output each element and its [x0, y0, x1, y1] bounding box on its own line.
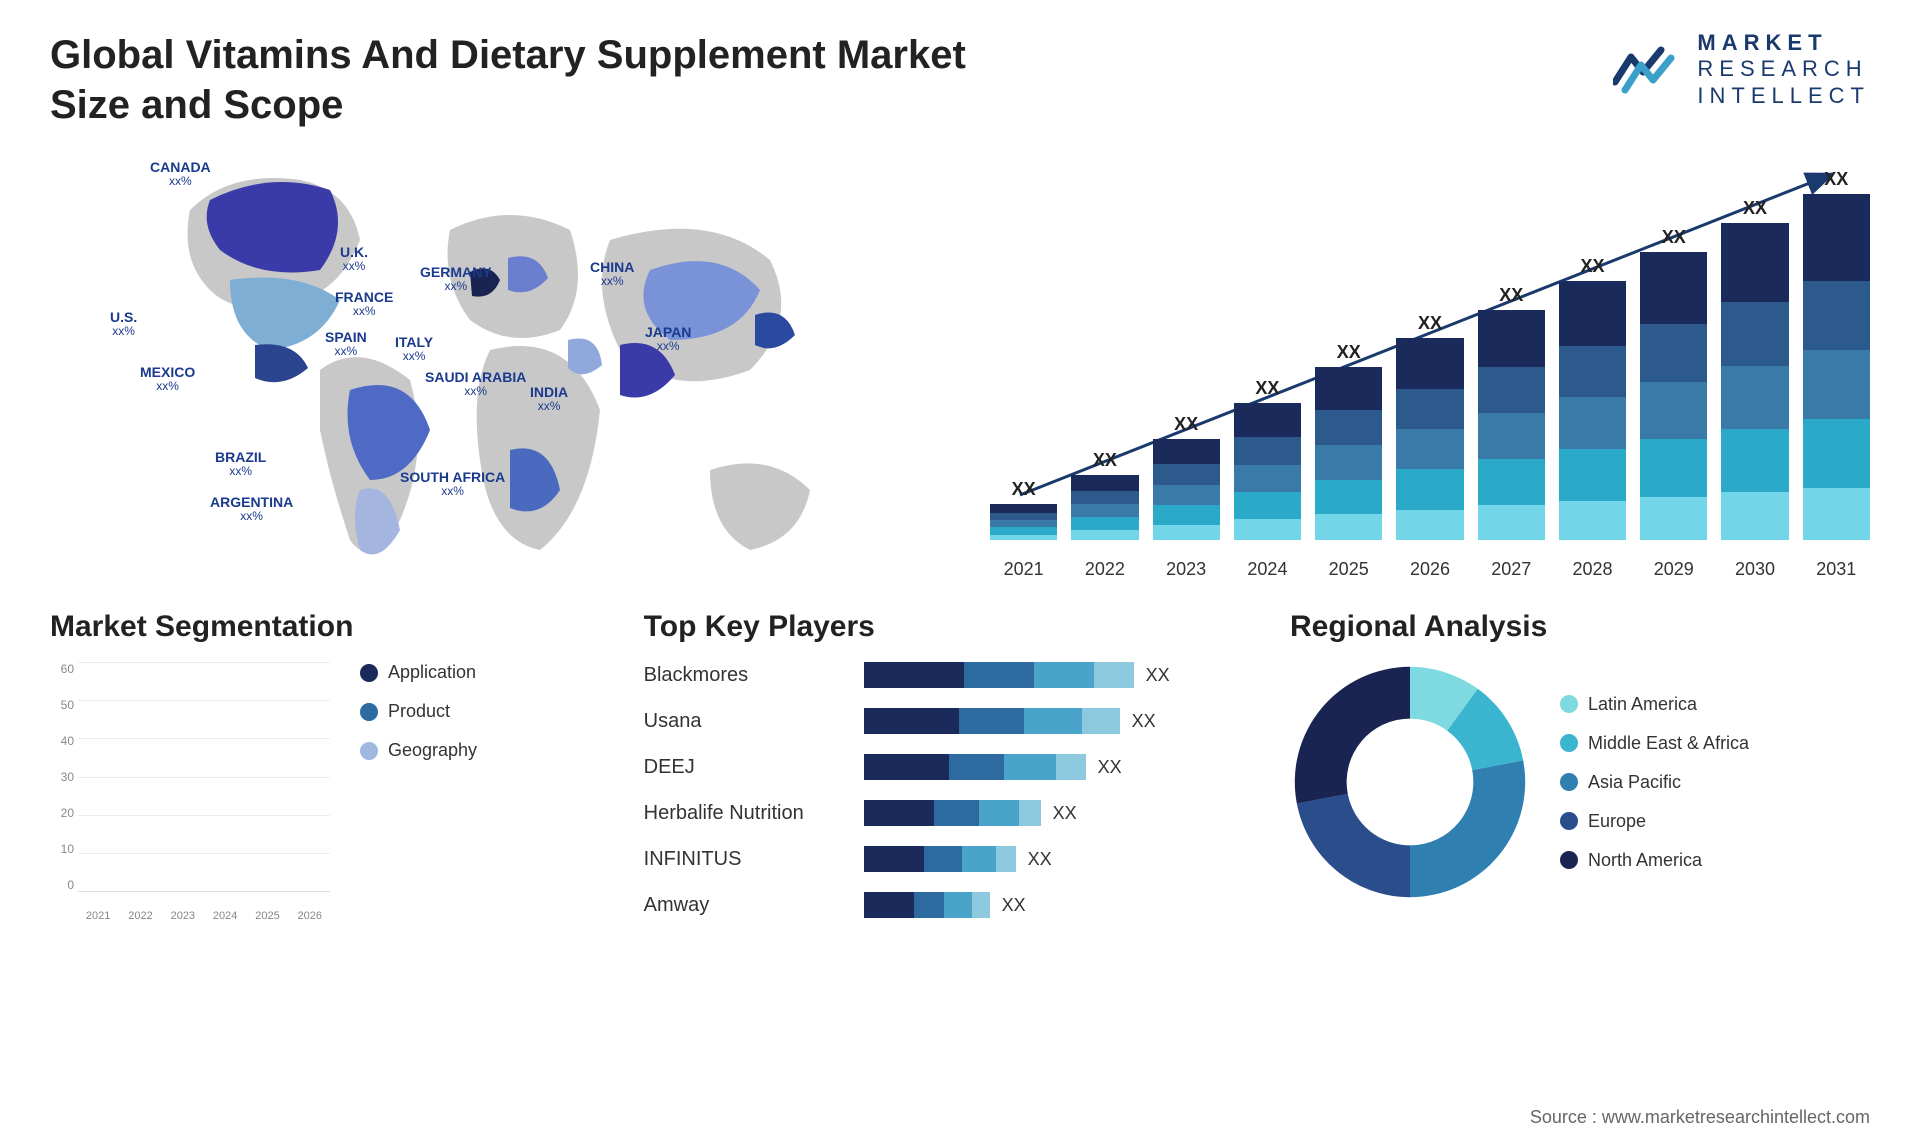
growth-bar: XX [1640, 227, 1707, 540]
map-label: GERMANYxx% [420, 265, 492, 294]
player-label: DEEJ [644, 754, 844, 780]
logo-line2: RESEARCH [1697, 56, 1870, 82]
brand-logo: MARKET RESEARCH INTELLECT [1613, 30, 1870, 109]
legend-item: Middle East & Africa [1560, 733, 1749, 754]
logo-icon [1613, 42, 1683, 97]
regional-legend: Latin America Middle East & Africa Asia Pa… [1560, 694, 1749, 871]
legend-item: North America [1560, 850, 1749, 871]
logo-line1: MARKET [1697, 30, 1870, 56]
player-names: Blackmores Usana DEEJ Herbalife Nutrition IN… [644, 662, 844, 918]
player-bars: XX XX XX XX XX XX [864, 662, 1250, 918]
growth-bar: XX [1721, 198, 1788, 540]
legend-item: Asia Pacific [1560, 772, 1749, 793]
logo-line3: INTELLECT [1697, 83, 1870, 109]
world-map: CANADAxx% U.S.xx%MEXICOxx% BRAZILxx% ARGENT… [50, 150, 950, 580]
map-label: INDIAxx% [530, 385, 568, 414]
map-label: CHINAxx% [590, 260, 634, 289]
player-label: Blackmores [644, 662, 844, 688]
player-bar-row: XX [864, 892, 1250, 918]
segmentation-legend: Application Product Geography [360, 662, 477, 761]
donut-slice [1410, 760, 1525, 897]
regional-title: Regional Analysis [1290, 610, 1870, 644]
regional-donut [1290, 662, 1530, 902]
segmentation-title: Market Segmentation [50, 610, 604, 644]
player-label: INFINITUS [644, 846, 844, 872]
growth-bar: XX [1803, 169, 1870, 540]
legend-item: Application [360, 662, 477, 683]
legend-item: Geography [360, 740, 477, 761]
player-label: Usana [644, 708, 844, 734]
growth-chart: XXXXXXXXXXXXXXXXXXXXXX 20212022202320242… [990, 150, 1870, 580]
player-bar-row: XX [864, 708, 1250, 734]
legend-item: Europe [1560, 811, 1749, 832]
player-label: Herbalife Nutrition [644, 800, 844, 826]
map-label: ARGENTINAxx% [210, 495, 293, 524]
growth-bar: XX [1315, 342, 1382, 540]
growth-bar: XX [1153, 414, 1220, 540]
growth-bar: XX [1396, 313, 1463, 540]
player-label: Amway [644, 892, 844, 918]
map-label: CANADAxx% [150, 160, 211, 189]
map-label: ITALYxx% [395, 335, 433, 364]
growth-bar: XX [1071, 450, 1138, 540]
map-label: BRAZILxx% [215, 450, 266, 479]
player-bar-row: XX [864, 662, 1250, 688]
growth-bar: XX [1478, 285, 1545, 540]
donut-slice [1295, 667, 1410, 804]
map-label: SOUTH AFRICAxx% [400, 470, 505, 499]
map-label: U.S.xx% [110, 310, 137, 339]
page-title: Global Vitamins And Dietary Supplement M… [50, 30, 1050, 130]
map-label: FRANCExx% [335, 290, 393, 319]
map-label: U.K.xx% [340, 245, 368, 274]
map-label: MEXICOxx% [140, 365, 195, 394]
segmentation-chart: 6050403020100 202120222023202420252026 [50, 662, 330, 922]
players-title: Top Key Players [644, 610, 1250, 644]
growth-bar: XX [1559, 256, 1626, 540]
growth-bar: XX [1234, 378, 1301, 540]
map-label: SAUDI ARABIAxx% [425, 370, 526, 399]
source-attribution: Source : www.marketresearchintellect.com [1530, 1107, 1870, 1128]
player-bar-row: XX [864, 800, 1250, 826]
growth-bar: XX [990, 479, 1057, 540]
map-label: JAPANxx% [645, 325, 691, 354]
donut-slice [1297, 794, 1410, 897]
map-label: SPAINxx% [325, 330, 367, 359]
legend-item: Latin America [1560, 694, 1749, 715]
player-bar-row: XX [864, 846, 1250, 872]
legend-item: Product [360, 701, 477, 722]
player-bar-row: XX [864, 754, 1250, 780]
